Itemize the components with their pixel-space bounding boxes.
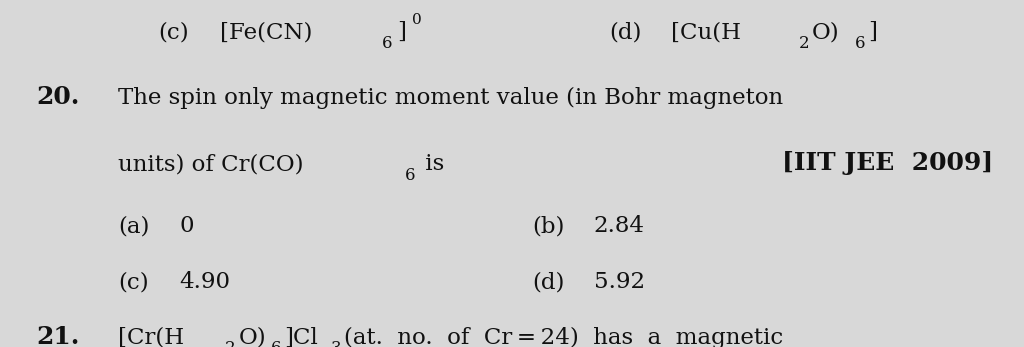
Text: The spin only magnetic moment value (in Bohr magneton: The spin only magnetic moment value (in … xyxy=(118,87,783,109)
Text: 20.: 20. xyxy=(36,85,79,109)
Text: 2: 2 xyxy=(799,35,809,52)
Text: O): O) xyxy=(812,21,840,43)
Text: ]Cl: ]Cl xyxy=(285,327,318,347)
Text: 6: 6 xyxy=(382,35,392,52)
Text: (at.  no.  of  Cr = 24)  has  a  magnetic: (at. no. of Cr = 24) has a magnetic xyxy=(344,327,783,347)
Text: 3: 3 xyxy=(331,340,341,347)
Text: 2.84: 2.84 xyxy=(594,215,645,237)
Text: 6: 6 xyxy=(855,35,865,52)
Text: 4.90: 4.90 xyxy=(179,271,230,293)
Text: (a): (a) xyxy=(118,215,150,237)
Text: 5.92: 5.92 xyxy=(594,271,645,293)
Text: [Fe(CN): [Fe(CN) xyxy=(220,21,312,43)
Text: (c): (c) xyxy=(159,21,189,43)
Text: (c): (c) xyxy=(118,271,148,293)
Text: 0: 0 xyxy=(412,13,422,27)
Text: is: is xyxy=(418,153,444,175)
Text: 0: 0 xyxy=(179,215,194,237)
Text: [Cu(H: [Cu(H xyxy=(671,21,740,43)
Text: O): O) xyxy=(239,327,266,347)
Text: (d): (d) xyxy=(609,21,642,43)
Text: 6: 6 xyxy=(404,167,415,184)
Text: 21.: 21. xyxy=(36,324,79,347)
Text: ]: ] xyxy=(868,21,878,43)
Text: (b): (b) xyxy=(532,215,565,237)
Text: [IIT JEE  2009]: [IIT JEE 2009] xyxy=(782,151,993,175)
Text: 2: 2 xyxy=(225,340,236,347)
Text: 6: 6 xyxy=(271,340,282,347)
Text: (d): (d) xyxy=(532,271,565,293)
Text: [Cr(H: [Cr(H xyxy=(118,327,184,347)
Text: ]: ] xyxy=(397,21,407,43)
Text: units) of Cr(CO): units) of Cr(CO) xyxy=(118,153,303,175)
